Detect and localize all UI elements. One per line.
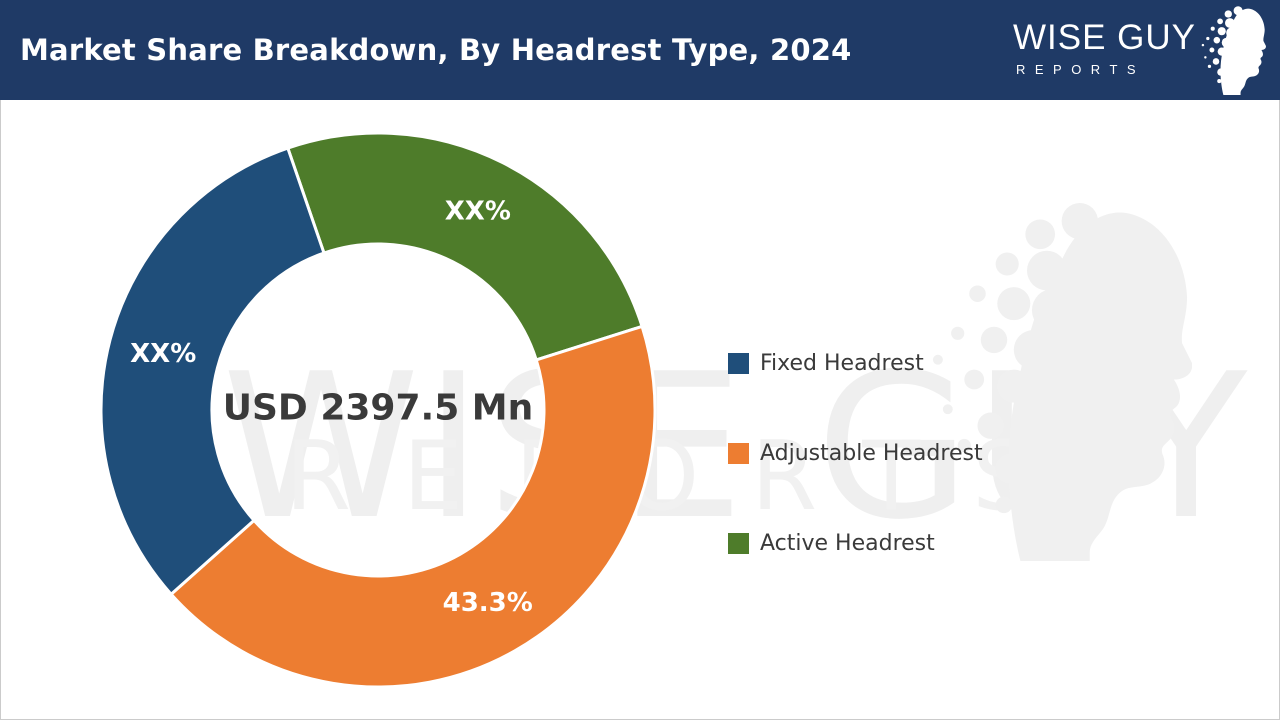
donut-segment-adjustable-headrest: [169, 324, 657, 689]
legend-item-fixed-headrest: Fixed Headrest: [728, 352, 983, 375]
legend-swatch: [728, 353, 749, 374]
legend-swatch: [728, 533, 749, 554]
legend-swatch: [728, 443, 749, 464]
chart-center-value: USD 2397.5 Mn: [222, 387, 534, 429]
legend-item-adjustable-headrest: Adjustable Headrest: [728, 442, 983, 465]
chart-legend: Fixed Headrest Adjustable Headrest Active …: [728, 352, 983, 622]
donut-segment-active-headrest: [286, 131, 644, 362]
segment-value-label: XX%: [445, 197, 511, 227]
segment-value-label: XX%: [130, 339, 196, 369]
legend-item-active-headrest: Active Headrest: [728, 532, 983, 555]
legend-label: Fixed Headrest: [760, 351, 924, 376]
logo-wordmark: WISE GUY: [1012, 17, 1196, 57]
header: Market Share Breakdown, By Headrest Type…: [0, 0, 1280, 100]
donut-segment-fixed-headrest: [99, 146, 326, 596]
donut-chart: XX% 43.3% XX%: [99, 131, 657, 689]
logo-subtext: REPORTS: [1015, 61, 1146, 77]
logo-head-icon: [1201, 6, 1266, 95]
legend-label: Active Headrest: [760, 531, 935, 556]
wiseguy-logo: WISE GUY REPORTS: [1013, 5, 1266, 95]
page-title: Market Share Breakdown, By Headrest Type…: [20, 33, 852, 67]
watermark-subtext: REPORTS: [285, 422, 1085, 532]
chart-area: WISE GUY REPORTS XX% 43.3% XX% USD 2397.5 …: [0, 100, 1280, 720]
legend-label: Adjustable Headrest: [760, 441, 983, 466]
logo-text: WISE GUY REPORTS: [1013, 20, 1196, 77]
segment-value-label: 43.3%: [443, 588, 533, 618]
